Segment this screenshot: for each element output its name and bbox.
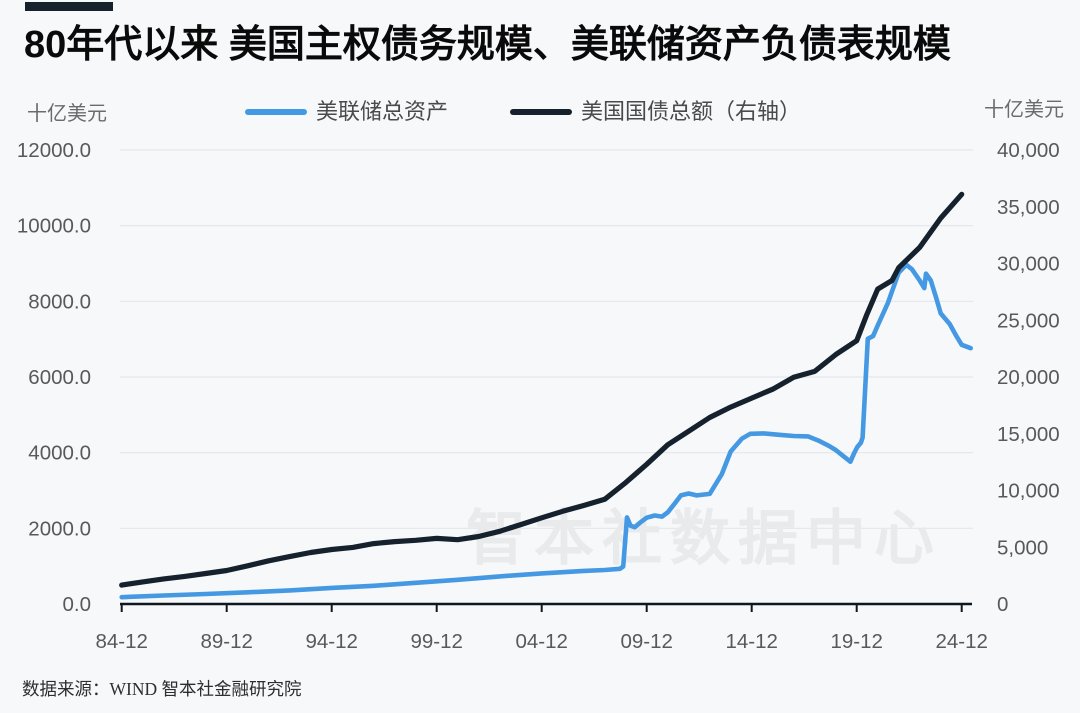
left-axis-label: 10000.0 xyxy=(17,215,91,238)
left-axis-label: 6000.0 xyxy=(28,366,91,389)
x-axis-label: 89-12 xyxy=(200,630,252,653)
legend-label-fed-assets: 美联储总资产 xyxy=(316,99,449,124)
us-debt-line xyxy=(119,191,965,588)
left-axis-label: 0.0 xyxy=(63,593,92,616)
left-axis-unit-label: 十亿美元 xyxy=(27,103,107,125)
legend-item-us-debt: 美国国债总额（右轴） xyxy=(510,100,801,124)
left-axis-label: 4000.0 xyxy=(28,442,91,465)
brand-accent-bar xyxy=(25,2,113,11)
right-axis-label: 5,000 xyxy=(997,536,1048,559)
left-axis-label: 2000.0 xyxy=(28,517,91,540)
x-axis-label: 09-12 xyxy=(620,630,672,653)
x-axis-label: 94-12 xyxy=(305,630,357,653)
left-axis-label: 12000.0 xyxy=(17,139,91,162)
left-axis-label: 8000.0 xyxy=(28,290,91,313)
x-axis-label: 84-12 xyxy=(95,630,147,653)
right-axis-label: 30,000 xyxy=(997,253,1060,276)
x-axis-label: 99-12 xyxy=(410,630,462,653)
chart-title: 80年代以来 美国主权债务规模、美联储资产负债表规模 xyxy=(24,24,951,66)
legend-item-fed-assets: 美联储总资产 xyxy=(245,100,448,124)
right-axis-label: 25,000 xyxy=(997,309,1060,332)
right-axis-label: 0 xyxy=(997,593,1008,616)
legend: 美联储总资产 美国国债总额（右轴） xyxy=(245,100,801,124)
us-debt-line-swatch xyxy=(510,109,573,115)
right-axis-label: 10,000 xyxy=(997,480,1060,503)
legend-label-us-debt: 美国国债总额（右轴） xyxy=(581,99,802,124)
x-axis-label: 19-12 xyxy=(830,630,882,653)
watermark: 智本社数据中心 xyxy=(466,505,942,572)
right-axis-label: 15,000 xyxy=(997,423,1060,446)
x-axis-label: 04-12 xyxy=(515,630,567,653)
fed-assets-line xyxy=(119,262,973,600)
fed-assets-line-swatch xyxy=(245,109,307,115)
right-axis-label: 35,000 xyxy=(997,196,1060,219)
right-axis-unit-label: 十亿美元 xyxy=(984,99,1064,121)
x-axis-label: 24-12 xyxy=(935,630,987,653)
right-axis-label: 40,000 xyxy=(997,139,1060,162)
right-axis-label: 20,000 xyxy=(997,366,1060,389)
x-axis-label: 14-12 xyxy=(725,630,777,653)
data-source-note: 数据来源：WIND 智本社金融研究院 xyxy=(22,679,302,699)
